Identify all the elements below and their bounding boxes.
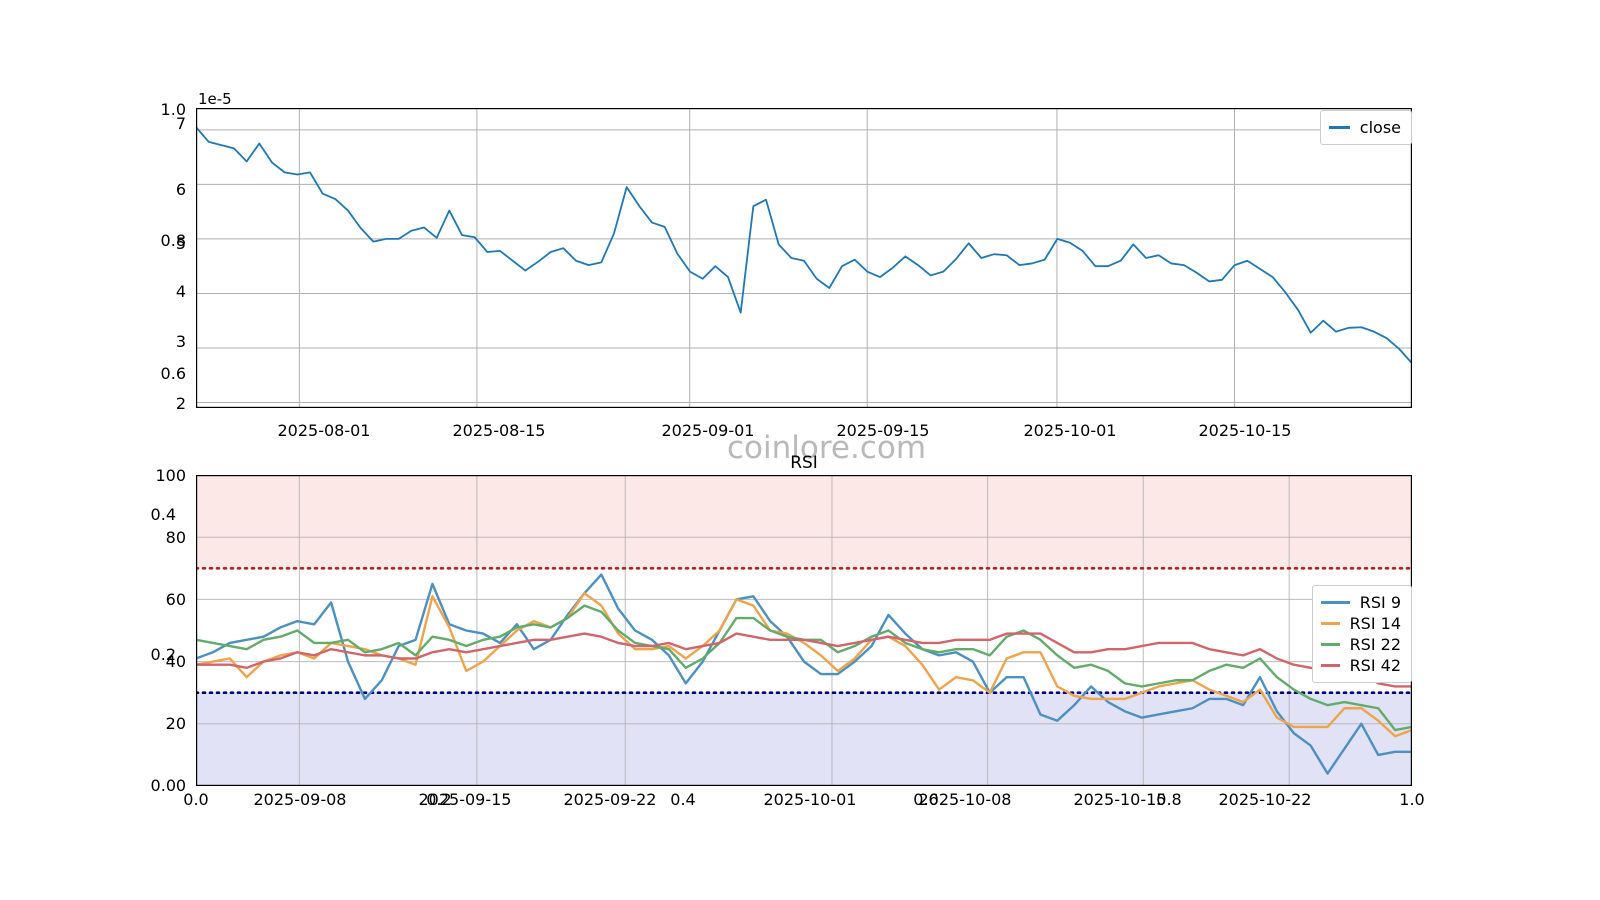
price-ytick-5: 5 — [175, 234, 186, 253]
rsi-xtick-num-5: 1.0 — [1399, 790, 1425, 809]
price-xtick-2: 2025-09-01 — [661, 421, 755, 440]
rsi9-line-swatch — [1321, 601, 1350, 604]
price-overlay-ytick-1.0: 1.0 — [160, 100, 186, 119]
rsi-ytick-20: 20 — [165, 714, 186, 733]
price-ytick-7: 7 — [175, 114, 186, 133]
price-overlay-ytick-0.6: 0.6 — [160, 364, 186, 383]
rsi-ytick-60: 60 — [165, 590, 186, 609]
rsi22-line-swatch — [1321, 643, 1340, 646]
rsi-xtick-num-1: 0.2 — [426, 790, 452, 809]
rsi-ytick-0: 0 — [175, 776, 186, 795]
rsi-ytick-40: 40 — [165, 652, 186, 671]
price-legend: close — [1320, 110, 1412, 145]
rsi-overlay-ytick-0.4: 0.4 — [150, 505, 176, 524]
legend-item-rsi-14[interactable]: RSI 14 — [1321, 613, 1401, 634]
watermark: coinlore.com — [727, 430, 927, 466]
rsi-chart-title: RSI — [790, 453, 818, 473]
legend-label-rsi-9: RSI 9 — [1359, 593, 1401, 612]
rsi42-line-swatch — [1321, 664, 1340, 667]
rsi-xtick-date-6: 2025-10-22 — [1218, 790, 1312, 809]
price-xtick-3: 2025-09-15 — [836, 421, 930, 440]
rsi-xtick-num-4: 0.8 — [1156, 790, 1182, 809]
overbought-band — [196, 475, 1412, 569]
legend-item-rsi-9[interactable]: RSI 9 — [1321, 592, 1401, 613]
close-line-swatch — [1329, 126, 1350, 129]
price-overlay-ytick-0.8: 0.8 — [160, 231, 186, 250]
rsi-xtick-num-3: 0.6 — [913, 790, 939, 809]
legend-label-rsi-14: RSI 14 — [1349, 614, 1401, 633]
rsi-xtick-num-0: 0.0 — [183, 790, 209, 809]
close-price-line — [196, 126, 1412, 365]
rsi-9-line — [196, 573, 1412, 775]
rsi-xtick-date-2: 2025-09-22 — [563, 790, 657, 809]
rsi-xtick-date-4: 2025-10-08 — [918, 790, 1012, 809]
rsi-xtick-num-2: 0.4 — [670, 790, 696, 809]
price-xtick-1: 2025-08-15 — [452, 421, 546, 440]
legend-label-rsi-22: RSI 22 — [1349, 635, 1401, 654]
rsi-legend: RSI 9 RSI 14 RSI 22 RSI 42 — [1312, 585, 1412, 683]
rsi-xtick-date-1: 2025-09-15 — [418, 790, 512, 809]
price-ytick-6: 6 — [175, 180, 186, 199]
price-chart-axes — [196, 108, 1412, 408]
rsi14-line-swatch — [1321, 622, 1340, 625]
legend-label-rsi-42: RSI 42 — [1349, 656, 1401, 675]
legend-item-rsi-42[interactable]: RSI 42 — [1321, 655, 1401, 676]
price-ytick-3: 3 — [175, 332, 186, 351]
price-xtick-5: 2025-10-15 — [1198, 421, 1292, 440]
price-y-offset-text: 1e-5 — [198, 90, 232, 108]
price-xtick-4: 2025-10-01 — [1023, 421, 1117, 440]
price-ytick-4: 4 — [175, 282, 186, 301]
rsi-ytick-100: 100 — [155, 466, 186, 485]
rsi-ytick-80: 80 — [165, 528, 186, 547]
rsi-xtick-date-5: 2025-10-15 — [1073, 790, 1167, 809]
rsi-overlay-ytick-0.2: 0.2 — [150, 645, 176, 664]
legend-item-close[interactable]: close — [1329, 117, 1401, 138]
rsi-xtick-date-3: 2025-10-01 — [763, 790, 857, 809]
price-xtick-0: 2025-08-01 — [277, 421, 371, 440]
rsi-chart-axes — [196, 475, 1412, 786]
rsi-xtick-date-0: 2025-09-08 — [253, 790, 347, 809]
price-ytick-2: 2 — [175, 394, 186, 413]
legend-label-close: close — [1359, 118, 1401, 137]
rsi-42-line — [196, 632, 1412, 688]
oversold-band — [196, 692, 1412, 786]
legend-item-rsi-22[interactable]: RSI 22 — [1321, 634, 1401, 655]
rsi-overlay-ytick-0.0: 0.0 — [150, 776, 176, 795]
